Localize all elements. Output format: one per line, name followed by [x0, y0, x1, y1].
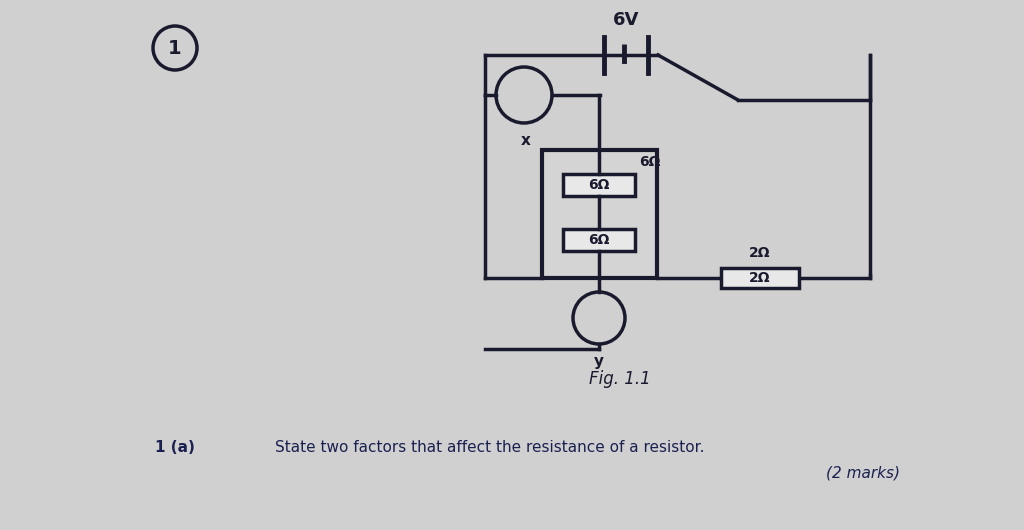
Text: 6Ω: 6Ω — [589, 233, 609, 247]
Text: State two factors that affect the resistance of a resistor.: State two factors that affect the resist… — [275, 440, 705, 455]
Bar — [721, 268, 799, 288]
Text: 6V: 6V — [612, 11, 639, 29]
Text: 1 (a): 1 (a) — [155, 440, 195, 455]
Text: 6Ω: 6Ω — [589, 178, 609, 192]
Bar — [563, 229, 635, 251]
Text: 6Ω: 6Ω — [639, 155, 660, 169]
Text: y: y — [594, 354, 604, 369]
Text: x: x — [521, 133, 530, 148]
Text: 2Ω: 2Ω — [750, 271, 771, 285]
Text: 2Ω: 2Ω — [750, 246, 771, 260]
Bar — [563, 174, 635, 196]
Bar — [542, 150, 657, 278]
Text: (2 marks): (2 marks) — [826, 465, 900, 480]
Text: Fig. 1.1: Fig. 1.1 — [589, 370, 651, 388]
Text: 1: 1 — [168, 39, 182, 57]
